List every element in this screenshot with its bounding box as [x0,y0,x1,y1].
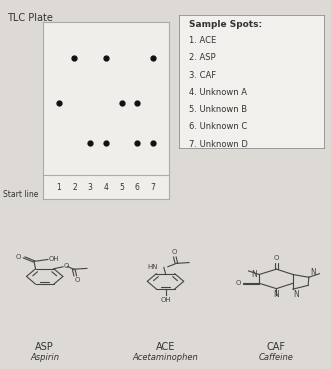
Text: 3. CAF: 3. CAF [189,70,216,80]
Text: Sample Spots:: Sample Spots: [189,20,262,29]
Text: 2. ASP: 2. ASP [189,53,215,62]
Text: O: O [236,280,241,286]
Text: ACE: ACE [156,342,175,352]
Text: N: N [310,268,316,277]
Text: Caffeine: Caffeine [259,353,294,362]
Text: O: O [16,254,22,259]
Text: O: O [172,249,177,255]
Text: 7. Unknown D: 7. Unknown D [189,139,248,149]
Text: 1: 1 [56,183,61,193]
Text: Start line: Start line [3,190,39,199]
Text: CAF: CAF [267,342,286,352]
Text: 6. Unknown C: 6. Unknown C [189,123,247,131]
Text: N: N [294,290,299,299]
Text: 7: 7 [151,183,156,193]
Text: O: O [74,277,80,283]
Text: 5. Unknown B: 5. Unknown B [189,105,247,114]
Text: 3: 3 [88,183,93,193]
Text: 6: 6 [135,183,140,193]
Text: Aspirin: Aspirin [30,353,59,362]
Text: OH: OH [160,297,171,303]
Text: 2: 2 [72,183,77,193]
Text: 1. ACE: 1. ACE [189,36,216,45]
Text: O: O [274,255,279,261]
Text: 5: 5 [119,183,124,193]
Text: HN: HN [147,263,158,270]
Text: TLC Plate: TLC Plate [7,13,53,23]
Text: 4: 4 [104,183,108,193]
Text: 4. Unknown A: 4. Unknown A [189,88,247,97]
Text: N: N [273,290,279,299]
Text: Acetaminophen: Acetaminophen [133,353,198,362]
Text: N: N [251,270,257,279]
Text: O: O [64,263,70,269]
Text: OH: OH [49,256,60,262]
Text: ASP: ASP [35,342,54,352]
